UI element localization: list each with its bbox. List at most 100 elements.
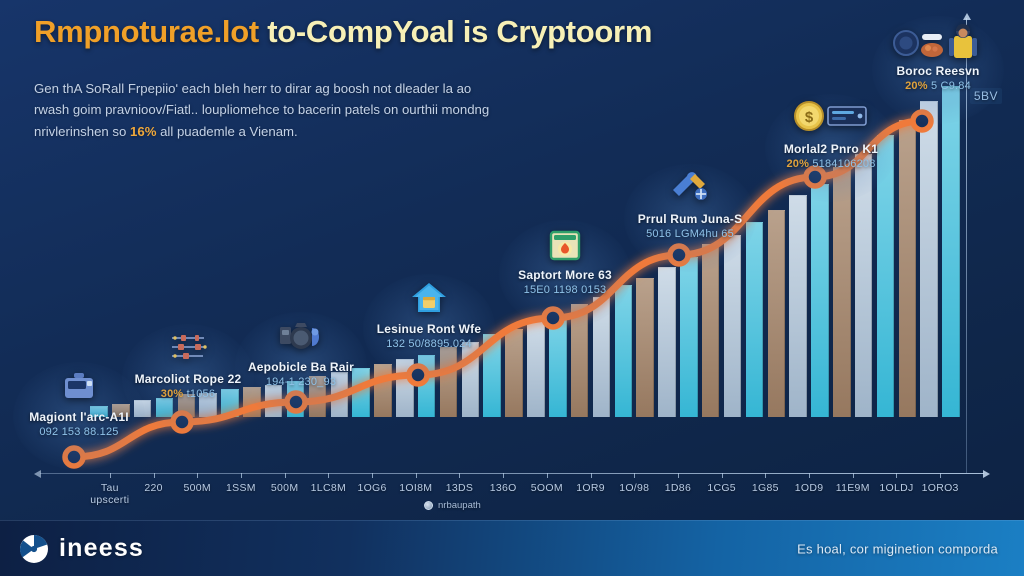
x-axis-tick	[634, 473, 636, 478]
trend-node-marker[interactable]	[406, 363, 430, 387]
callout-value: 30% t1056	[160, 388, 216, 400]
x-axis-label: 1OG6	[357, 482, 387, 494]
bar	[920, 101, 938, 417]
footer-bar: ineess Es hoal, cor miginetion comporda	[0, 520, 1024, 576]
bar	[570, 304, 589, 417]
bar	[133, 400, 152, 417]
callout-title: Magiont l'arc-A1I	[29, 410, 129, 424]
trend-node-marker[interactable]	[62, 445, 86, 469]
trend-node-marker[interactable]	[910, 109, 934, 133]
trend-node-marker[interactable]	[284, 390, 308, 414]
chart-legend: nrbaupath	[424, 500, 481, 511]
footer-note: Es hoal, cor miginetion comporda	[797, 541, 998, 556]
svg-text:$: $	[805, 109, 814, 126]
x-axis-tick	[677, 473, 679, 478]
bar	[767, 210, 785, 417]
x-axis-label: 136O	[489, 482, 517, 494]
bar	[352, 368, 370, 417]
x-axis-tick	[197, 473, 199, 478]
x-axis-tick	[415, 473, 417, 478]
worker-icon	[868, 22, 1008, 60]
bar	[789, 195, 807, 417]
milestone-callout[interactable]: Boroc Reesvn 20% 5 C9.84	[868, 16, 1008, 124]
trend-node-marker[interactable]	[803, 165, 827, 189]
callout-title: Marcoliot Rope 22	[134, 372, 242, 386]
milestone-callout[interactable]: Aepobicle Ba Rair 194-1 230_93	[232, 312, 370, 420]
x-axis-tick	[503, 473, 505, 478]
callout-percent: 20%	[786, 158, 810, 170]
bar	[942, 86, 960, 417]
callout-percent: 20%	[905, 80, 928, 92]
x-axis-label: 1CG5	[707, 482, 736, 494]
bar	[614, 285, 633, 417]
x-axis-tick	[765, 473, 767, 478]
x-axis-label: 5OOM	[530, 482, 563, 494]
bar	[90, 405, 108, 417]
brand-name: ineess	[59, 534, 145, 562]
x-axis-label: 1OLDJ	[879, 482, 914, 494]
callout-value: 5016 LGM4hu 65	[646, 228, 734, 240]
bar	[745, 221, 764, 417]
tools-icon	[620, 170, 760, 208]
subtitle-paragraph: Gen thA SoRall Frpepiioʹ each bIeh herr …	[34, 78, 504, 142]
callout-title: Aepobicle Ba Rair	[247, 360, 355, 374]
x-axis-label: 1O/98	[619, 482, 650, 494]
bar	[308, 375, 327, 417]
x-axis-tick	[940, 473, 942, 478]
x-axis-label: 220	[144, 482, 163, 494]
pie-logo-icon	[19, 534, 48, 563]
x-axis-label: 11E9M	[835, 482, 870, 494]
legend-swatch-icon	[424, 501, 433, 510]
milestone-callout[interactable]: Lesinue Ront Wfe 132 50/8895.024	[358, 274, 500, 382]
x-axis-tick	[459, 473, 461, 478]
circuit-icon	[118, 330, 258, 368]
callout-value: 20% 5 C9.84	[905, 80, 971, 92]
x-axis-tick	[372, 473, 374, 478]
x-axis-label: 1SSM	[226, 482, 256, 494]
x-axis-label: 500M	[270, 482, 299, 494]
x-axis-label: 1G85	[751, 482, 779, 494]
x-axis-label: 1D86	[664, 482, 692, 494]
bar	[199, 392, 217, 417]
milestone-callout[interactable]: Prrul Rum Juna-S 5016 LGM4hu 65	[620, 164, 760, 272]
callout-title: Lesinue Ront Wfe	[376, 322, 482, 336]
callout-value: 092 153 88.125	[39, 426, 119, 438]
trend-node-marker[interactable]	[541, 306, 565, 330]
x-axis-label: 1OR9	[576, 482, 605, 494]
page-title: Rmpnoturae.lot to-CompYoal is Cryptoorm	[34, 14, 834, 50]
y-axis-top-label: 5BV	[969, 88, 1002, 104]
x-axis-label: 1OI8M	[399, 482, 433, 494]
x-axis-tick	[721, 473, 723, 478]
callout-value: 20% 5184106208	[786, 158, 876, 170]
header: Rmpnoturae.lot to-CompYoal is Cryptoorm …	[34, 14, 834, 142]
x-axis-tick	[852, 473, 854, 478]
x-axis-label: 1OD9	[794, 482, 824, 494]
trend-node-marker[interactable]	[170, 410, 194, 434]
trend-node-marker[interactable]	[667, 243, 691, 267]
x-axis-label: 1ORO3	[921, 482, 959, 494]
trend-line-series	[62, 109, 934, 469]
subtitle-highlight: 16%	[130, 123, 157, 139]
callout-title: Morlal2 Pnro K1	[783, 142, 879, 156]
x-axis	[34, 469, 990, 478]
legend-label: nrbaupath	[438, 500, 481, 511]
x-axis-tick	[240, 473, 242, 478]
camera-icon	[232, 318, 370, 356]
callout-value: 15E0 1198 0153	[523, 284, 607, 296]
subtitle-text-a: Gen thA SoRall Frpepiioʹ each bIeh herr …	[34, 81, 490, 139]
x-axis-label: 500M	[183, 482, 211, 494]
briefcase-icon	[14, 368, 144, 406]
x-axis-label: 1LC8M	[310, 482, 347, 494]
x-axis-tick	[809, 473, 811, 478]
x-axis-tick	[284, 473, 286, 478]
bar	[658, 266, 676, 417]
bar	[155, 398, 174, 417]
callout-title: Boroc Reesvn	[896, 64, 980, 78]
callout-title: Prrul Rum Juna-S	[637, 212, 743, 226]
battery-icon	[494, 226, 636, 264]
milestone-callout[interactable]: Saptort More 63 15E0 1198 0153	[494, 220, 636, 328]
callout-value: 194-1 230_93	[265, 376, 337, 388]
x-axis-tick	[109, 473, 111, 478]
subtitle-text-b: all puademle a Vienam.	[156, 123, 298, 139]
x-axis-label: 13DS	[445, 482, 474, 494]
